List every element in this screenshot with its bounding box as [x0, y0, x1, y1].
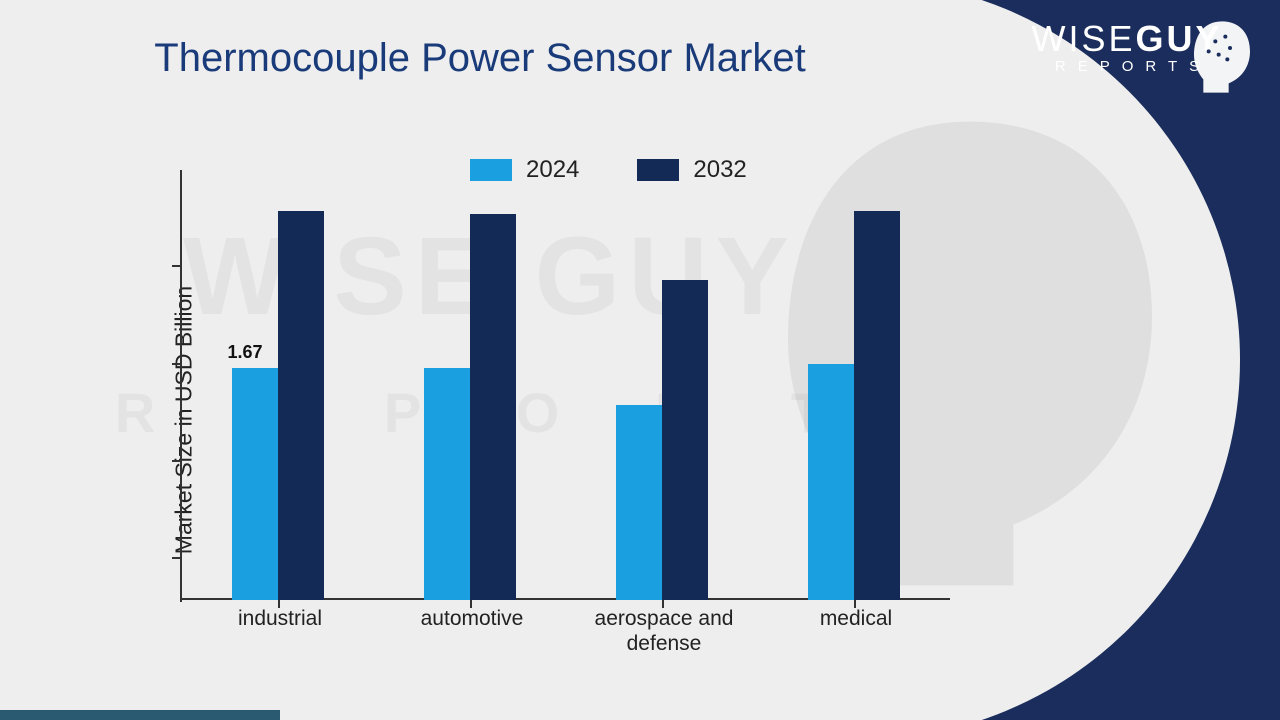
logo-head-icon [1182, 18, 1262, 98]
category-label: automotive [392, 606, 552, 631]
bar-2032 [278, 211, 324, 600]
chart-area: Market Size in USD Billion 1.67industria… [60, 150, 960, 690]
bar-group [604, 190, 724, 600]
bar-2032 [470, 214, 516, 600]
y-axis-line [180, 170, 182, 602]
category-label: medical [776, 606, 936, 631]
bar-2024 [616, 405, 662, 600]
bar-2024 [808, 364, 854, 600]
bar-group [412, 190, 532, 600]
y-tick [172, 265, 180, 267]
plot-area: 1.67industrialautomotiveaerospace and de… [180, 190, 950, 600]
legend-swatch-2024 [470, 159, 512, 181]
legend-item-2032: 2032 [637, 156, 746, 184]
logo-word-wise: WISE [1031, 18, 1135, 59]
legend-label-2024: 2024 [526, 156, 579, 184]
bar-group: 1.67 [220, 190, 340, 600]
brand-logo: WISEGUY REPORTS [992, 18, 1262, 75]
category-label: industrial [200, 606, 360, 631]
y-tick [172, 363, 180, 365]
bar-2024 [232, 368, 278, 600]
category-label: aerospace and defense [584, 606, 744, 656]
bottom-accent-bar [0, 710, 280, 720]
bar-2032 [854, 211, 900, 600]
legend-item-2024: 2024 [470, 156, 579, 184]
y-tick [172, 557, 180, 559]
bar-value-label: 1.67 [210, 342, 280, 363]
chart-legend: 2024 2032 [470, 156, 747, 184]
bar-2024 [424, 368, 470, 600]
chart-title: Thermocouple Power Sensor Market [80, 36, 880, 81]
bar-group [796, 190, 916, 600]
bar-2032 [662, 280, 708, 600]
legend-label-2032: 2032 [693, 156, 746, 184]
y-tick [172, 460, 180, 462]
legend-swatch-2032 [637, 159, 679, 181]
page-root: WISE GUY R E P O R T S WISEGUY REPORTS T… [0, 0, 1280, 720]
